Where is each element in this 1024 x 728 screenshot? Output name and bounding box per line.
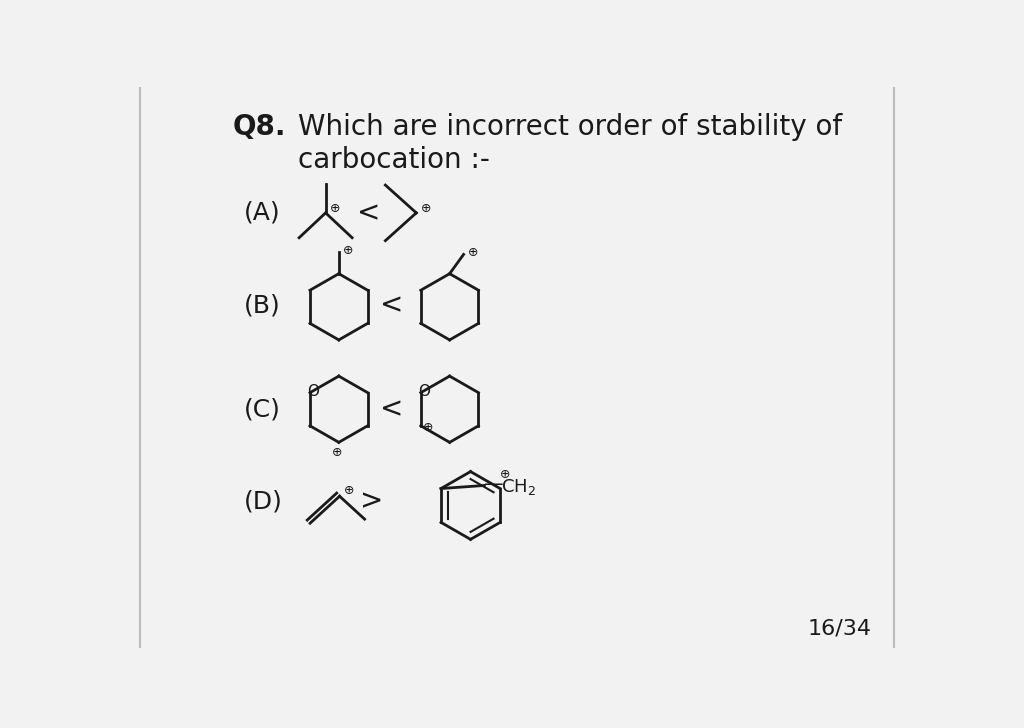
Text: <: < bbox=[380, 395, 403, 423]
Text: ⊕: ⊕ bbox=[423, 421, 434, 434]
Text: Which are incorrect order of stability of: Which are incorrect order of stability o… bbox=[299, 113, 843, 141]
Text: ⊕: ⊕ bbox=[344, 483, 354, 496]
Text: ⊕: ⊕ bbox=[331, 202, 341, 215]
Text: <: < bbox=[380, 291, 403, 320]
Text: O: O bbox=[418, 384, 430, 399]
Text: (A): (A) bbox=[245, 201, 281, 225]
Text: ⊕: ⊕ bbox=[343, 244, 353, 257]
Text: —: — bbox=[484, 475, 504, 494]
Text: 16/34: 16/34 bbox=[808, 619, 872, 638]
Text: (C): (C) bbox=[245, 397, 282, 422]
Text: carbocation :-: carbocation :- bbox=[299, 146, 490, 174]
Text: (B): (B) bbox=[245, 293, 281, 317]
Text: ⊕: ⊕ bbox=[421, 202, 431, 215]
Text: $\mathrm{CH_2}$: $\mathrm{CH_2}$ bbox=[502, 477, 537, 497]
Text: ⊕: ⊕ bbox=[468, 245, 479, 258]
Text: (D): (D) bbox=[245, 490, 283, 514]
Text: Q8.: Q8. bbox=[232, 113, 286, 141]
Text: >: > bbox=[360, 488, 384, 515]
Text: <: < bbox=[356, 199, 380, 227]
Text: O: O bbox=[307, 384, 319, 399]
Text: ⊕: ⊕ bbox=[332, 446, 342, 459]
Text: ⊕: ⊕ bbox=[500, 468, 511, 481]
